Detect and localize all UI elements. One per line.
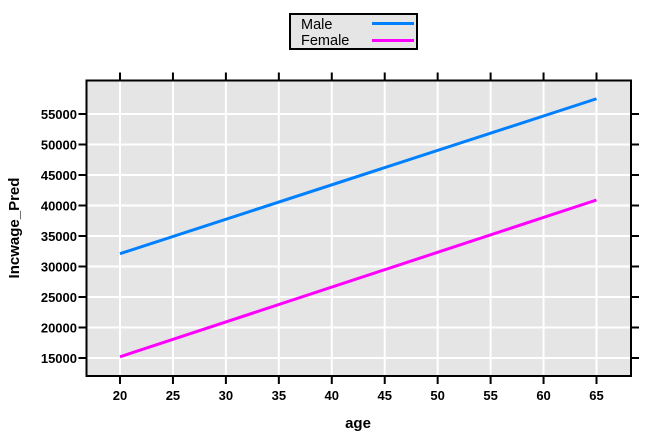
y-tick-label: 35000 <box>41 229 77 244</box>
legend-label-female: Female <box>301 33 349 49</box>
plot-panel <box>86 80 631 376</box>
axis-ticks <box>78 72 639 384</box>
x-tick-label: 65 <box>589 388 603 403</box>
x-tick-label: 55 <box>483 388 497 403</box>
y-tick-label: 50000 <box>41 138 77 153</box>
y-axis-title: Incwage_Pred <box>6 178 23 279</box>
x-tick-label: 45 <box>377 388 391 403</box>
y-tick-label: 45000 <box>41 168 77 183</box>
y-tick-label: 30000 <box>41 260 77 275</box>
legend-box <box>289 13 418 50</box>
x-tick-label: 50 <box>430 388 444 403</box>
legend-label-male: Male <box>301 17 332 33</box>
x-tick-label: 20 <box>113 388 127 403</box>
series-lines <box>119 97 597 359</box>
y-tick-label: 15000 <box>41 351 77 366</box>
tick-labels: 20 25 30 35 40 45 50 55 60 65 15000 20000 25000 30000… <box>41 107 604 403</box>
x-tick-label: 40 <box>325 388 339 403</box>
series-line-male <box>119 97 597 256</box>
y-tick-label: 40000 <box>41 199 77 214</box>
x-tick-label: 25 <box>166 388 180 403</box>
x-tick-label: 60 <box>536 388 550 403</box>
plot-border <box>85 79 632 377</box>
y-tick-label: 25000 <box>41 290 77 305</box>
legend: Male Female <box>289 13 418 50</box>
y-tick-label: 20000 <box>41 321 77 336</box>
y-tick-label: 55000 <box>41 107 77 122</box>
x-tick-label: 35 <box>272 388 286 403</box>
x-axis-title: age <box>345 415 371 432</box>
x-tick-label: 30 <box>219 388 233 403</box>
series-line-female <box>119 198 597 359</box>
